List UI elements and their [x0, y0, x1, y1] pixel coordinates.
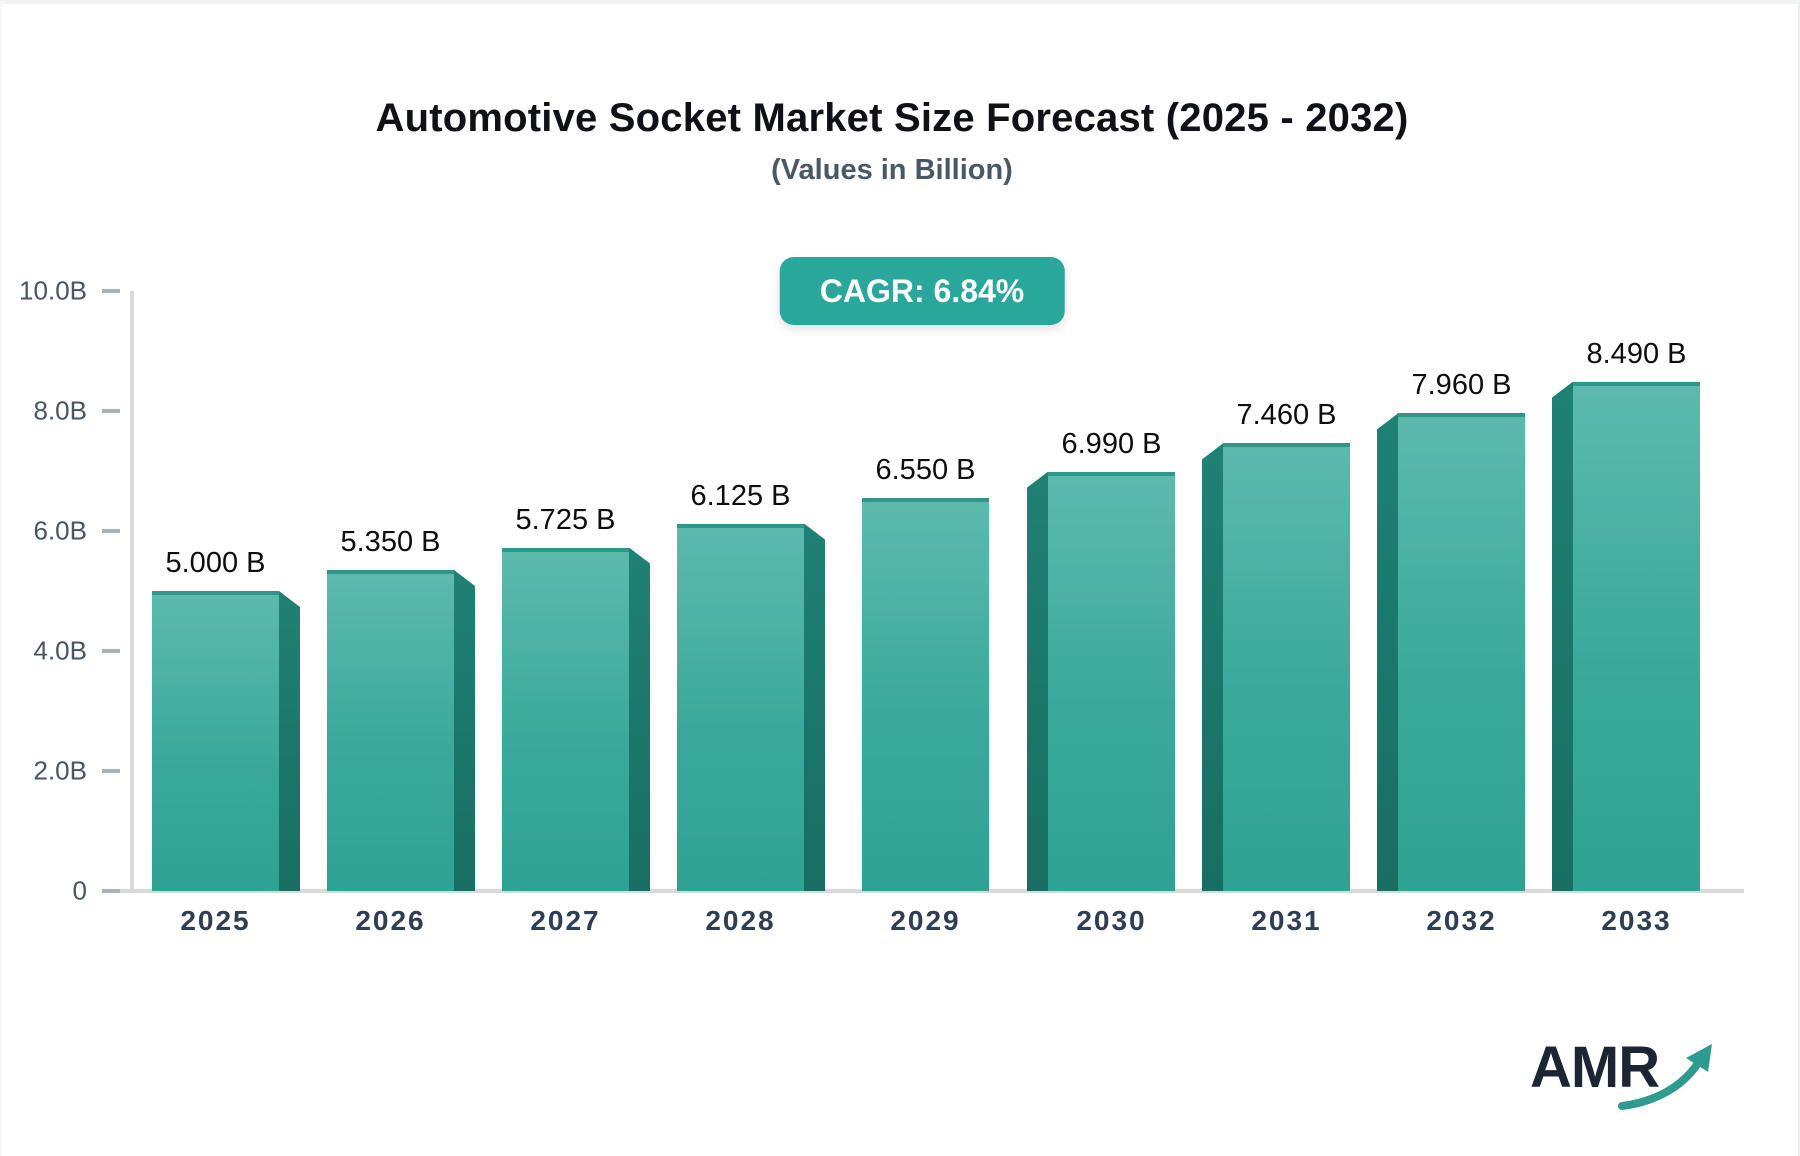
- x-axis-label: 2025: [180, 905, 251, 936]
- bar-face: [862, 498, 989, 891]
- bar-side-face: [279, 591, 300, 891]
- x-axis-line: [112, 889, 1744, 893]
- bar-face: [677, 523, 804, 891]
- x-axis-label: 2030: [1076, 905, 1147, 936]
- bar-value-label: 6.990 B: [1061, 427, 1162, 460]
- x-axis-label: 2027: [530, 905, 601, 936]
- y-axis-label: 10.0B: [19, 275, 87, 306]
- bar-face: [502, 547, 629, 891]
- amr-logo-text: AMR: [1530, 1035, 1660, 1100]
- x-axis-label: 2031: [1251, 905, 1322, 936]
- bar-face: [327, 570, 454, 891]
- y-axis-label: 6.0B: [33, 515, 88, 546]
- y-axis-tick: [102, 889, 120, 893]
- bar-value-label: 6.550 B: [875, 454, 976, 486]
- bar-value-label: 8.490 B: [1586, 337, 1687, 370]
- bar-face: [1048, 471, 1175, 891]
- bar-value-label: 7.460 B: [1236, 399, 1337, 432]
- bar-value-label: 6.125 B: [690, 479, 791, 512]
- y-axis-tick: [102, 529, 120, 533]
- bar-side-face: [1552, 381, 1573, 891]
- growth-arrow-icon: [1618, 1044, 1712, 1110]
- cagr-badge: CAGR: 6.84%: [779, 257, 1065, 325]
- x-axis-label: 2026: [355, 905, 426, 936]
- bar-side-face: [804, 523, 825, 891]
- bar-value-label: 5.000 B: [165, 547, 266, 579]
- bar-value-label: 5.725 B: [515, 503, 616, 536]
- x-axis-label: 2032: [1426, 905, 1497, 936]
- amr-logo: AMR: [1530, 1034, 1740, 1124]
- bar-side-face: [1027, 471, 1048, 891]
- y-axis-label: 2.0B: [33, 755, 88, 786]
- y-axis-tick: [102, 289, 120, 293]
- bar-face: [1223, 443, 1350, 891]
- bar-face: [1573, 381, 1700, 891]
- chart-title: Automotive Socket Market Size Forecast (…: [375, 96, 1409, 140]
- chart-subtitle: (Values in Billion): [771, 154, 1013, 186]
- cagr-badge-label: CAGR: 6.84%: [819, 273, 1025, 309]
- bar-side-face: [454, 570, 475, 891]
- bar-face: [152, 591, 279, 891]
- y-axis-label: 4.0B: [33, 635, 88, 666]
- y-axis-tick: [102, 769, 120, 773]
- bar-face: [1398, 413, 1525, 891]
- y-axis-label: 0: [72, 875, 87, 906]
- y-axis-line: [130, 291, 134, 891]
- x-axis-label: 2029: [890, 905, 961, 936]
- x-axis-label: 2033: [1601, 905, 1672, 936]
- y-axis-label: 8.0B: [33, 395, 88, 426]
- bar-value-label: 7.960 B: [1411, 369, 1512, 402]
- bar-value-label: 5.350 B: [340, 526, 441, 558]
- bar-side-face: [629, 547, 650, 891]
- y-axis-tick: [102, 409, 120, 413]
- y-axis-tick: [102, 649, 120, 653]
- x-axis-label: 2028: [705, 905, 776, 936]
- bar-side-face: [1377, 413, 1398, 891]
- bar-side-face: [1202, 443, 1223, 891]
